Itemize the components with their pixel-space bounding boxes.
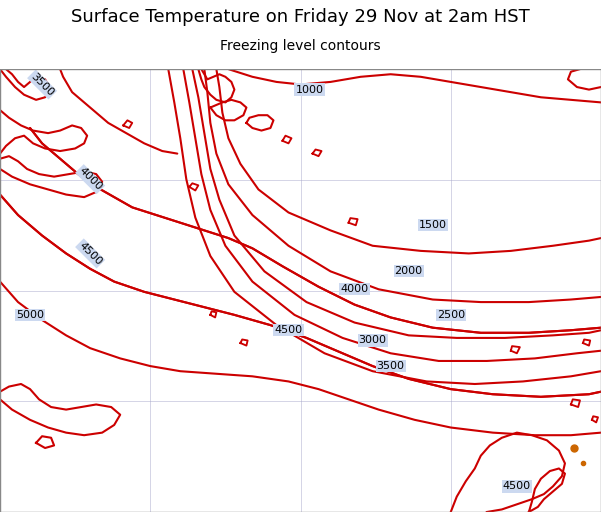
Text: 4000: 4000 (77, 166, 103, 193)
Text: 3500: 3500 (377, 361, 404, 371)
Text: 4500: 4500 (503, 481, 531, 492)
Text: Freezing level contours: Freezing level contours (220, 39, 381, 53)
Text: 2000: 2000 (395, 266, 423, 276)
Text: 1000: 1000 (296, 84, 323, 95)
Text: 1500: 1500 (419, 220, 447, 230)
Text: 4000: 4000 (341, 284, 368, 294)
Text: 4500: 4500 (77, 240, 103, 267)
Text: 5000: 5000 (16, 310, 44, 320)
Text: Surface Temperature on Friday 29 Nov at 2am HST: Surface Temperature on Friday 29 Nov at … (71, 8, 530, 26)
Text: 2500: 2500 (437, 310, 465, 320)
Text: 3500: 3500 (29, 71, 55, 98)
Text: 4500: 4500 (275, 325, 302, 335)
Text: 3000: 3000 (359, 335, 386, 346)
